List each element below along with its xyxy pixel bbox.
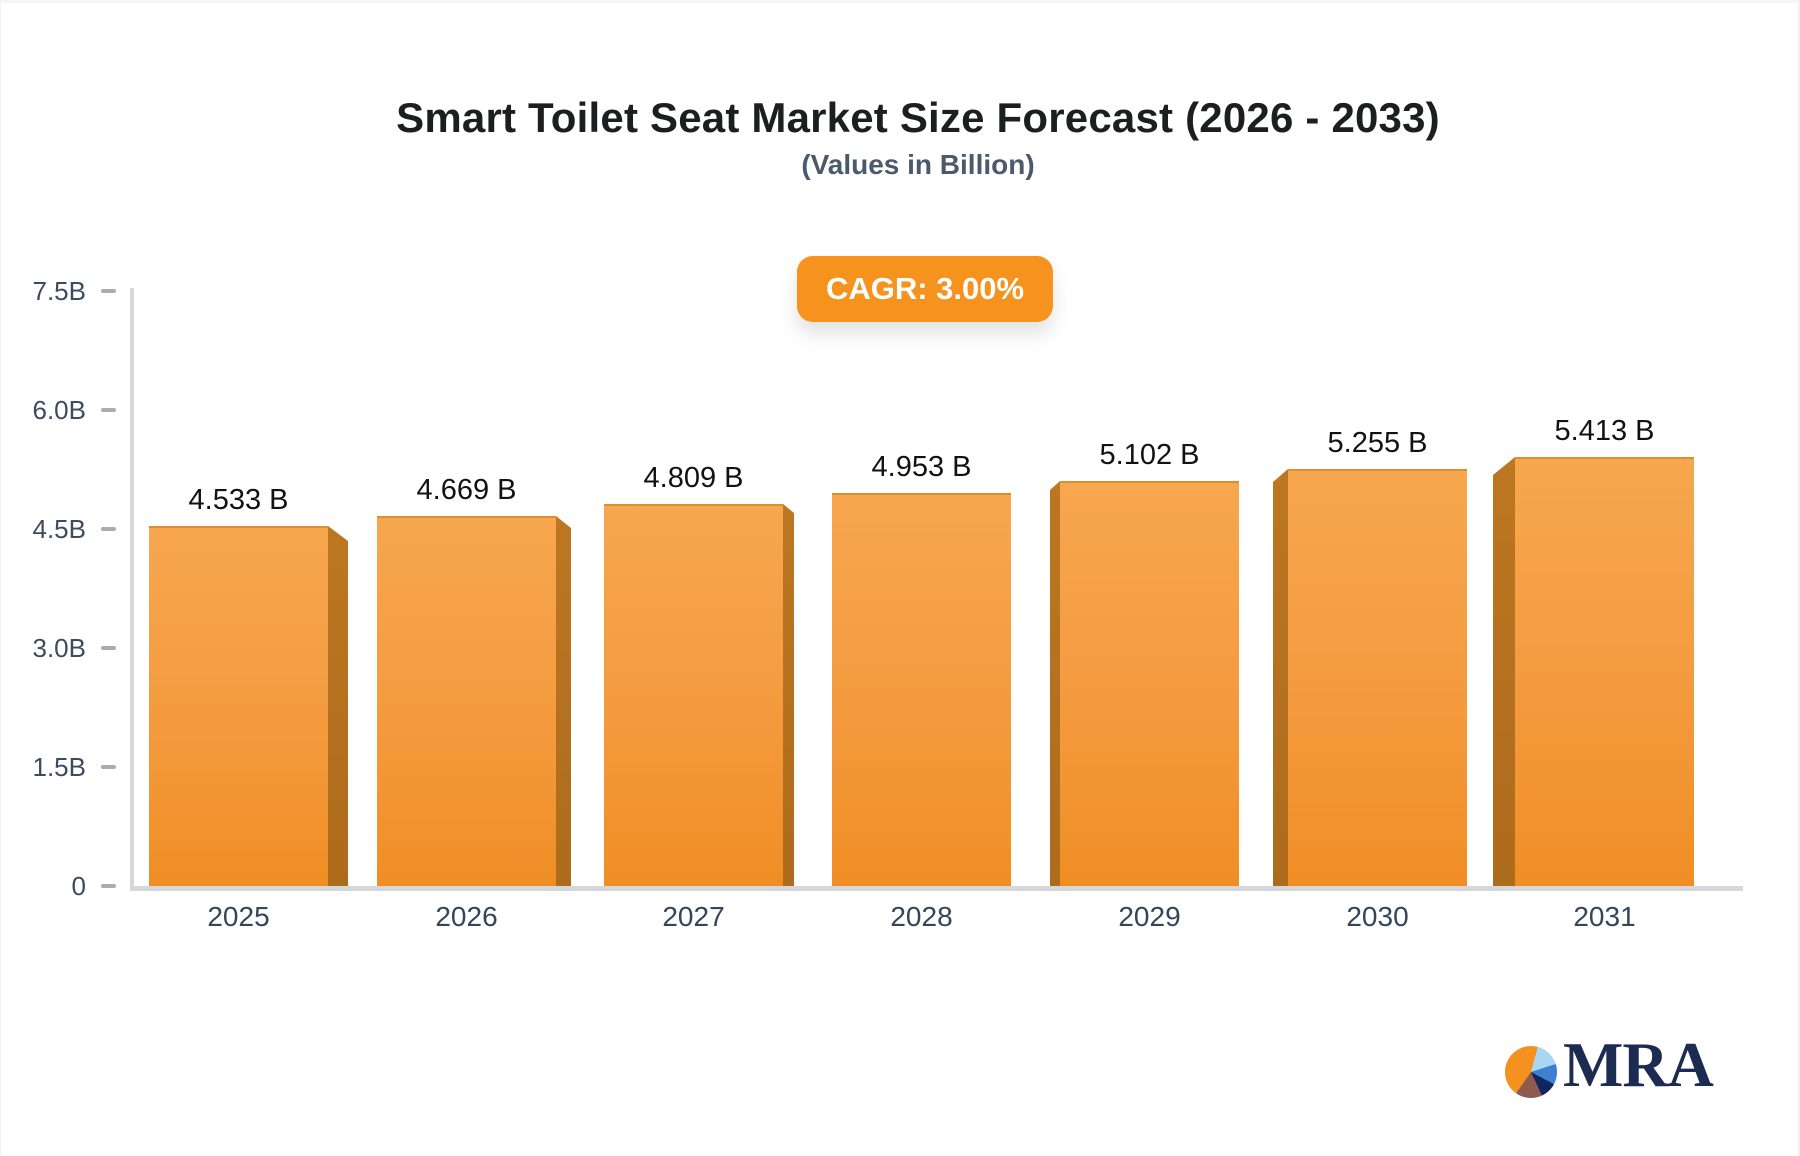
y-axis-line	[130, 288, 134, 891]
pie-chart-logo-icon	[1505, 1046, 1557, 1098]
bar-front-face	[604, 504, 783, 886]
x-axis-label-2031: 2031	[1573, 901, 1636, 932]
bar-2026[interactable]	[377, 516, 571, 886]
x-axis-label-2028: 2028	[890, 901, 953, 932]
bar-2029[interactable]	[1050, 481, 1239, 886]
y-tick-dash-icon	[101, 646, 116, 650]
bar-value-label: 4.953 B	[871, 451, 972, 483]
bar-value-label: 4.809 B	[643, 462, 744, 494]
left-border	[0, 0, 1, 1156]
bar-front-face	[149, 526, 328, 886]
bar-2030[interactable]	[1273, 469, 1467, 886]
y-tick-label: 3.0B	[32, 633, 87, 663]
bar-value-label: 4.669 B	[416, 474, 517, 506]
y-tick-label: 7.5B	[32, 276, 87, 306]
bar-front-face	[1515, 457, 1694, 886]
x-axis-label-2026: 2026	[435, 901, 498, 932]
x-axis-label-2027: 2027	[662, 901, 725, 932]
bar-side-face	[328, 526, 348, 886]
y-tick-label: 6.0B	[32, 395, 87, 425]
y-tick-dash-icon	[101, 289, 116, 293]
y-tick-label: 1.5B	[32, 752, 87, 782]
bar-value-label: 5.102 B	[1099, 439, 1200, 471]
chart-subtitle: (Values in Billion)	[801, 149, 1035, 180]
cagr-badge: CAGR: 3.00%	[796, 256, 1054, 322]
x-axis-label-2029: 2029	[1118, 901, 1181, 932]
bar-value-label: 5.255 B	[1327, 427, 1428, 459]
y-tick-dash-icon	[101, 527, 116, 531]
top-border	[0, 0, 1800, 3]
bar-front-face	[1288, 469, 1467, 886]
bar-front-face	[377, 516, 556, 886]
bar-2025[interactable]	[149, 526, 348, 886]
bar-front-face	[1060, 481, 1239, 886]
bar-2031[interactable]	[1493, 457, 1694, 886]
x-axis-label-2030: 2030	[1346, 901, 1409, 932]
mra-logo-text: MRA	[1563, 1029, 1714, 1100]
y-tick-dash-icon	[101, 884, 116, 888]
bar-2027[interactable]	[604, 504, 794, 886]
x-axis-line	[130, 886, 1743, 891]
bar-side-face	[1493, 457, 1515, 886]
bar-side-face	[1273, 469, 1288, 886]
bar-side-face	[556, 516, 571, 886]
chart-title: Smart Toilet Seat Market Size Forecast (…	[396, 94, 1440, 141]
bar-value-label: 4.533 B	[188, 484, 289, 516]
bar-side-face	[783, 504, 794, 886]
y-tick-label: 4.5B	[32, 514, 87, 544]
x-axis-label-2025: 2025	[207, 901, 270, 932]
bar-value-label: 5.413 B	[1554, 415, 1655, 447]
bar-2028[interactable]	[832, 493, 1011, 886]
y-tick-label: 0	[71, 871, 86, 901]
y-tick-dash-icon	[101, 765, 116, 769]
bar-side-face	[1050, 481, 1060, 886]
y-tick-dash-icon	[101, 408, 116, 412]
right-border	[1798, 0, 1800, 1156]
bar-front-face	[832, 493, 1011, 886]
